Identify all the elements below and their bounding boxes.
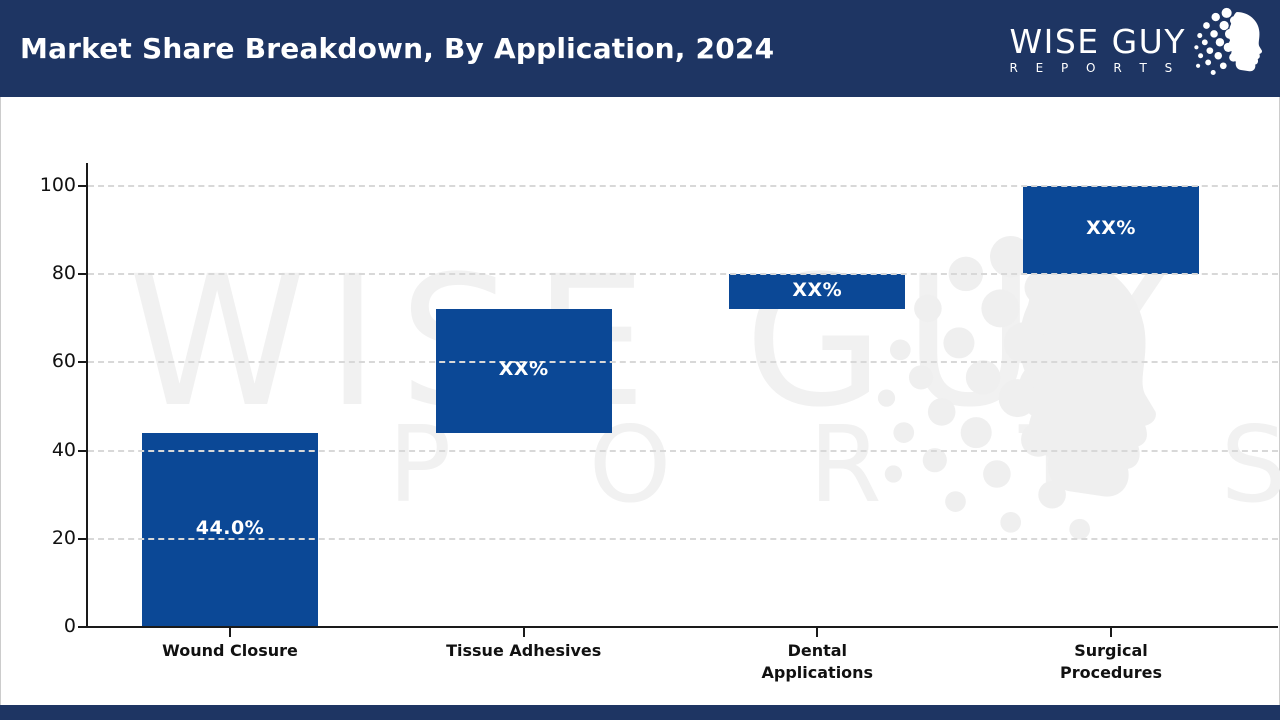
bar-segment: [729, 274, 906, 310]
x-category-label: Surgical Procedures: [996, 640, 1226, 684]
page-title: Market Share Breakdown, By Application, …: [20, 32, 775, 65]
y-tick-label: 80: [51, 262, 76, 285]
y-tick-mark: [78, 537, 88, 540]
watermark-text-line1: WISE GUY: [128, 238, 1186, 447]
y-tick-mark: [78, 626, 88, 628]
y-tick-mark: [78, 273, 88, 276]
brand-logo-head-icon: [1194, 7, 1263, 76]
bar-segment: [142, 432, 318, 627]
x-category-label-line: Wound Closure: [162, 641, 298, 660]
x-tick-mark: [229, 628, 231, 637]
y-tick-label: 20: [51, 526, 76, 549]
gridline: [88, 449, 1278, 452]
gridline: [88, 537, 1278, 540]
y-tick-label: 40: [51, 438, 76, 461]
bar-segment: [435, 309, 612, 433]
x-axis-line: [86, 626, 1278, 628]
x-category-label-line: Procedures: [1059, 663, 1163, 682]
x-category-label-line: Dental: [787, 641, 848, 660]
x-tick-mark: [816, 628, 819, 637]
x-category-label-line: Tissue Adhesives: [446, 641, 602, 660]
y-tick-mark: [78, 361, 88, 364]
x-tick-mark: [1110, 628, 1112, 637]
gridline: [88, 361, 1278, 364]
bar-value-label: XX%: [792, 278, 843, 301]
bar-segment: [1023, 186, 1199, 275]
y-tick-label: 100: [39, 174, 76, 196]
footer-bar: [0, 705, 1280, 720]
bar-value-label: XX%: [1086, 217, 1136, 240]
bar-value-label: 44.0%: [195, 516, 265, 539]
brand-logo-subtitle: R E P O R T S: [1009, 60, 1180, 75]
x-tick-mark: [522, 628, 525, 637]
y-axis-line: [86, 163, 88, 628]
x-category-label: Tissue Adhesives: [409, 640, 639, 662]
y-tick-label: 0: [63, 615, 76, 637]
y-tick-label: 60: [51, 350, 76, 373]
gridline: [88, 185, 1278, 187]
y-tick-mark: [78, 185, 88, 187]
brand-logo-name: WISE GUY: [1009, 21, 1186, 61]
x-category-label: Dental Applications: [702, 640, 932, 684]
y-tick-mark: [78, 449, 88, 452]
header-bar: Market Share Breakdown, By Application, …: [0, 0, 1280, 97]
x-category-label-line: Surgical: [1074, 641, 1148, 660]
gridline: [88, 273, 1278, 276]
x-category-label: Wound Closure: [115, 640, 345, 662]
x-category-label-line: Applications: [761, 663, 874, 682]
brand-logo-text: WISE GUY R E P O R T S: [1009, 25, 1186, 74]
brand-logo: WISE GUY R E P O R T S: [1009, 6, 1272, 92]
bar-value-label: XX%: [498, 358, 549, 381]
